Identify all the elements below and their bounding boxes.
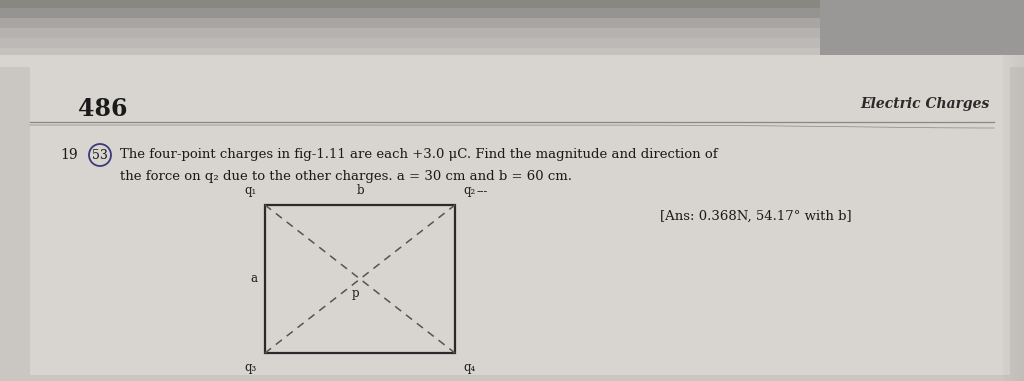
Text: b: b bbox=[356, 184, 364, 197]
Text: 53: 53 bbox=[92, 149, 108, 162]
Text: q₃: q₃ bbox=[245, 361, 257, 374]
Bar bbox=[0, 55, 1024, 67]
FancyBboxPatch shape bbox=[820, 0, 1024, 55]
Text: 486: 486 bbox=[78, 97, 128, 121]
Bar bbox=[1012, 0, 1015, 381]
Text: q₁: q₁ bbox=[245, 184, 257, 197]
Text: q₄: q₄ bbox=[463, 361, 475, 374]
Text: q₂: q₂ bbox=[463, 184, 475, 197]
Text: The four-point charges in fig-1.11 are each +3.0 μC. Find the magnitude and dire: The four-point charges in fig-1.11 are e… bbox=[120, 148, 718, 161]
Text: p: p bbox=[351, 287, 358, 300]
Bar bbox=[0, 8, 1024, 20]
Text: ---: --- bbox=[477, 187, 488, 197]
Bar bbox=[0, 48, 1024, 60]
Bar bbox=[1015, 0, 1018, 381]
Bar bbox=[0, 28, 1024, 40]
Bar bbox=[265, 205, 455, 353]
Text: [Ans: 0.368N, 54.17° with b]: [Ans: 0.368N, 54.17° with b] bbox=[660, 210, 852, 223]
Text: a: a bbox=[250, 272, 257, 285]
Bar bbox=[1018, 0, 1021, 381]
Bar bbox=[1002, 0, 1006, 381]
Text: the force on q₂ due to the other charges. a = 30 cm and b = 60 cm.: the force on q₂ due to the other charges… bbox=[120, 170, 572, 183]
Text: 19: 19 bbox=[60, 148, 78, 162]
Bar bbox=[1009, 0, 1012, 381]
FancyBboxPatch shape bbox=[30, 55, 1010, 375]
Bar bbox=[0, 38, 1024, 50]
Bar bbox=[1006, 0, 1009, 381]
Bar bbox=[1021, 0, 1024, 381]
Bar bbox=[0, 0, 1024, 12]
Text: Electric Charges: Electric Charges bbox=[861, 97, 990, 111]
Bar bbox=[0, 18, 1024, 30]
